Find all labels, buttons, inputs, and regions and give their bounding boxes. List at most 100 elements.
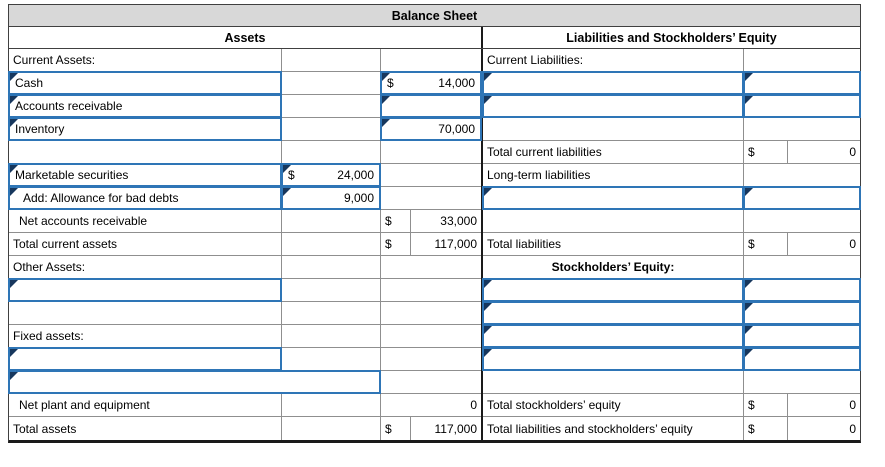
input-marker-icon — [283, 165, 291, 173]
fixed-assets-item-2-cell — [8, 370, 381, 394]
equity-item-3-amount-cell — [743, 324, 861, 348]
long-term-liability-amount-cell — [743, 186, 861, 210]
input-marker-icon — [10, 165, 18, 173]
empty-cell — [282, 49, 381, 72]
marketable-securities-account-select[interactable]: Marketable securities — [8, 163, 282, 187]
empty-cell — [744, 210, 860, 233]
allowance-bad-debts-account-select[interactable]: Add: Allowance for bad debts — [8, 186, 282, 210]
input-marker-icon — [382, 119, 390, 127]
allowance-bad-debts-amount: 9,000 — [343, 191, 374, 205]
current-liability-1-select[interactable] — [482, 71, 744, 95]
allowance-bad-debts-label-cell: Add: Allowance for bad debts — [8, 186, 282, 210]
cash-label-cell: Cash — [8, 71, 282, 95]
total-assets-amount: 117,000 — [434, 421, 478, 436]
sheet-title: Balance Sheet — [9, 5, 860, 27]
other-assets-item-select[interactable] — [8, 278, 282, 302]
fixed-assets-item-1-cell — [8, 347, 282, 371]
equity-item-3-cell — [482, 324, 744, 348]
long-term-liability-amount-input[interactable] — [743, 186, 861, 210]
empty-cell — [381, 49, 481, 72]
empty-cell — [381, 302, 481, 325]
cash-amount-cell: $ 14,000 — [380, 71, 482, 95]
equity-item-1-cell — [482, 278, 744, 302]
total-stockholders-equity-amount: 0 — [788, 394, 860, 417]
equity-item-2-amount-input[interactable] — [743, 301, 861, 325]
equity-item-2-select[interactable] — [482, 301, 744, 325]
allowance-bad-debts-label: Add: Allowance for bad debts — [23, 191, 179, 205]
allowance-bad-debts-amount-cell: 9,000 — [281, 186, 381, 210]
fixed-assets-item-2-select[interactable] — [8, 370, 381, 394]
current-liability-2-amount-cell — [743, 94, 861, 118]
total-current-liabilities-label: Total current liabilities — [483, 141, 744, 164]
current-liability-1-amount-input[interactable] — [743, 71, 861, 95]
equity-item-1-amount-cell — [743, 278, 861, 302]
accounts-receivable-account-select[interactable]: Accounts receivable — [8, 94, 282, 118]
input-marker-icon — [484, 73, 492, 81]
fixed-assets-heading: Fixed assets: — [9, 325, 282, 348]
accounts-receivable-amount-input[interactable] — [380, 94, 482, 118]
net-plant-equipment-amount: 0 — [381, 394, 481, 417]
liabilities-grid: Current Liabilities: — [481, 49, 861, 440]
cash-account-select[interactable]: Cash — [8, 71, 282, 95]
empty-cell — [381, 279, 481, 302]
input-marker-icon — [484, 303, 492, 311]
empty-cell — [9, 141, 282, 164]
equity-item-3-amount-input[interactable] — [743, 324, 861, 348]
inventory-amount-cell: 70,000 — [380, 117, 482, 141]
input-marker-icon — [10, 349, 18, 357]
long-term-liability-cell — [482, 186, 744, 210]
input-marker-icon — [10, 119, 18, 127]
equity-item-4-select[interactable] — [482, 347, 744, 371]
input-marker-icon — [484, 280, 492, 288]
page: Balance Sheet Assets Liabilities and Sto… — [8, 4, 861, 443]
empty-cell — [282, 325, 381, 348]
fixed-assets-item-1-select[interactable] — [8, 347, 282, 371]
equity-item-1-select[interactable] — [482, 278, 744, 302]
assets-header: Assets — [224, 30, 266, 45]
currency-cell: $ — [744, 417, 788, 440]
long-term-liability-select[interactable] — [482, 186, 744, 210]
assets-grid: Current Assets: Cash $ 14,000 — [8, 49, 482, 440]
inventory-amount: 70,000 — [438, 122, 475, 136]
equity-item-3-select[interactable] — [482, 324, 744, 348]
input-marker-icon — [10, 96, 18, 104]
empty-cell — [282, 302, 381, 325]
total-liabilities-equity-label: Total liabilities and stockholders’ equi… — [483, 417, 744, 440]
empty-cell — [381, 371, 481, 394]
allowance-bad-debts-amount-input[interactable]: 9,000 — [281, 186, 381, 210]
accounts-receivable-label: Accounts receivable — [15, 99, 123, 113]
marketable-securities-amount-input[interactable]: $ 24,000 — [281, 163, 381, 187]
net-plant-equipment-label: Net plant and equipment — [9, 394, 282, 417]
input-marker-icon — [745, 303, 753, 311]
cash-amount-input[interactable]: $ 14,000 — [380, 71, 482, 95]
equity-item-1-amount-input[interactable] — [743, 278, 861, 302]
current-liability-2-select[interactable] — [482, 94, 744, 118]
empty-cell — [282, 141, 381, 164]
total-current-liabilities-amount: 0 — [788, 141, 860, 164]
empty-cell — [744, 118, 860, 141]
currency-cell: $ — [381, 210, 411, 233]
empty-cell — [483, 371, 744, 394]
equity-item-4-amount-input[interactable] — [743, 347, 861, 371]
marketable-securities-label-cell: Marketable securities — [8, 163, 282, 187]
empty-cell — [381, 164, 481, 187]
input-marker-icon — [10, 188, 18, 196]
empty-cell — [282, 210, 381, 233]
total-current-assets-amount: 117,000 — [411, 233, 481, 256]
currency-cell: $ — [744, 233, 788, 256]
inventory-account-select[interactable]: Inventory — [8, 117, 282, 141]
inventory-amount-input[interactable]: 70,000 — [380, 117, 482, 141]
cash-label: Cash — [15, 76, 44, 90]
input-marker-icon — [484, 188, 492, 196]
current-liability-1-amount-cell — [743, 71, 861, 95]
empty-cell — [381, 187, 481, 210]
empty-cell — [381, 141, 481, 164]
input-marker-icon — [745, 96, 753, 104]
current-liability-2-cell — [482, 94, 744, 118]
empty-cell — [744, 49, 860, 72]
total-liabilities-equity-amount: 0 — [849, 421, 856, 436]
current-liability-2-amount-input[interactable] — [743, 94, 861, 118]
equity-item-2-cell — [482, 301, 744, 325]
net-accounts-receivable-label: Net accounts receivable — [9, 210, 282, 233]
total-stockholders-equity-label: Total stockholders’ equity — [483, 394, 744, 417]
